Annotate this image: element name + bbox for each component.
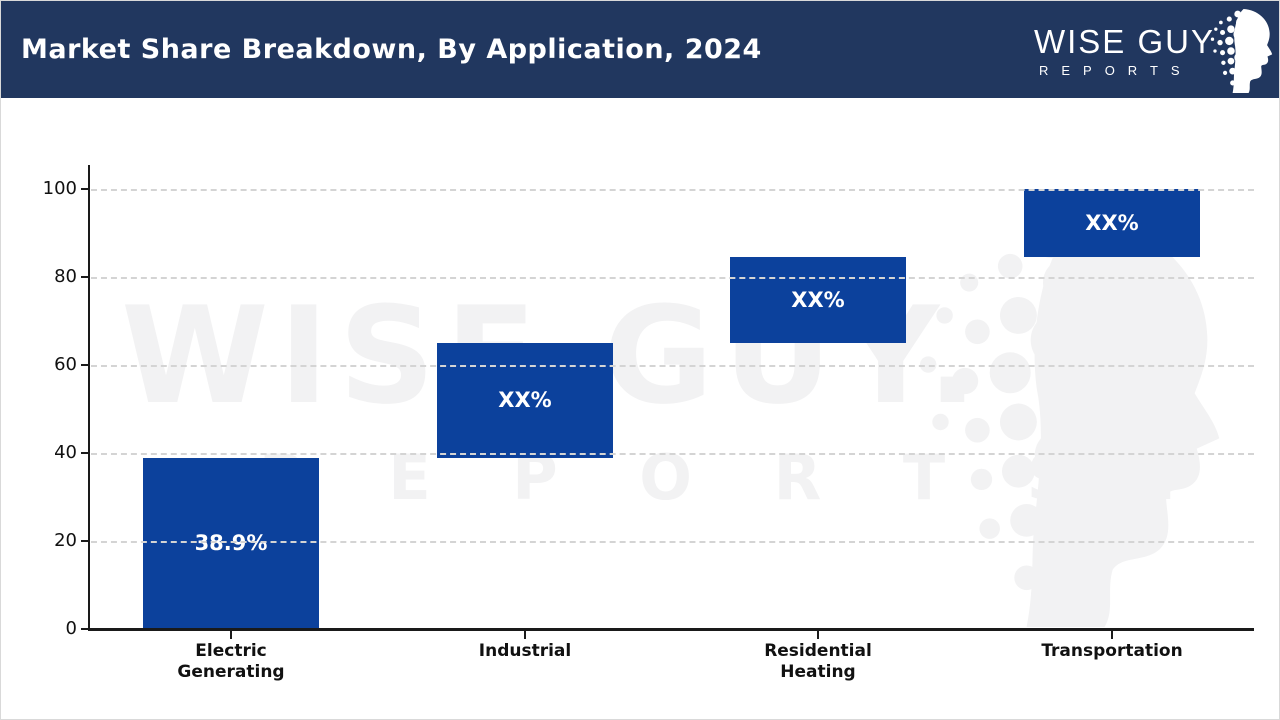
bar-residential-heating: XX%: [730, 257, 906, 343]
bar-electric-generating: 38.9%: [143, 457, 319, 629]
y-tick-mark-80: [81, 276, 89, 278]
y-tick-label-40: 40: [54, 442, 77, 463]
y-tick-label-100: 100: [42, 178, 77, 199]
x-category-label: Electric Generating: [111, 641, 351, 683]
y-tick-label-60: 60: [54, 354, 77, 375]
logo-wordmark: WISE GUY: [1033, 22, 1215, 60]
logo-subtitle: REPORTS: [1038, 62, 1193, 78]
bar-value-label: XX%: [498, 388, 552, 413]
header-bar: Market Share Breakdown, By Application, …: [1, 1, 1279, 98]
bar-transportation: XX%: [1024, 189, 1200, 258]
bar-value-label: XX%: [1085, 211, 1139, 236]
x-tick-mark-2: [524, 631, 526, 639]
x-category-label-line: Generating: [177, 662, 285, 682]
x-category-label-line: Residential: [764, 641, 872, 661]
x-tick-mark-3: [817, 631, 819, 639]
gridline-80: [91, 277, 1254, 279]
y-tick-mark-60: [81, 364, 89, 366]
y-tick-mark-20: [81, 540, 89, 542]
x-category-label: Industrial: [405, 641, 645, 662]
x-tick-mark-1: [230, 631, 232, 639]
x-category-label-line: Industrial: [478, 641, 572, 661]
gridline-40: [91, 453, 1254, 455]
y-tick-mark-100: [81, 188, 89, 190]
logo-text: WISE GUY REPORTS: [1033, 22, 1215, 78]
y-tick-mark-0: [81, 628, 89, 630]
y-tick-label-20: 20: [54, 530, 77, 551]
x-category-label-line: Heating: [780, 662, 856, 682]
bar-value-label: 38.9%: [194, 531, 268, 556]
y-tick-label-80: 80: [54, 266, 77, 287]
gridline-20: [91, 541, 1254, 543]
page-title: Market Share Breakdown, By Application, …: [21, 34, 762, 65]
x-category-label: Residential Heating: [698, 641, 938, 683]
wise-guy-logo: WISE GUY REPORTS: [1034, 7, 1275, 95]
x-axis-line: [88, 628, 1254, 631]
gridline-100: [91, 189, 1254, 191]
bar-industrial: XX%: [437, 343, 613, 458]
y-axis-line: [88, 165, 90, 630]
x-category-label-line: Electric: [195, 641, 267, 661]
x-tick-mark-4: [1111, 631, 1113, 639]
y-tick-label-0: 0: [65, 618, 77, 639]
bar-value-label: XX%: [791, 288, 845, 313]
y-tick-mark-40: [81, 452, 89, 454]
gridline-60: [91, 365, 1254, 367]
x-category-label: Transportation: [992, 641, 1232, 662]
x-category-label-line: Transportation: [1041, 641, 1183, 661]
